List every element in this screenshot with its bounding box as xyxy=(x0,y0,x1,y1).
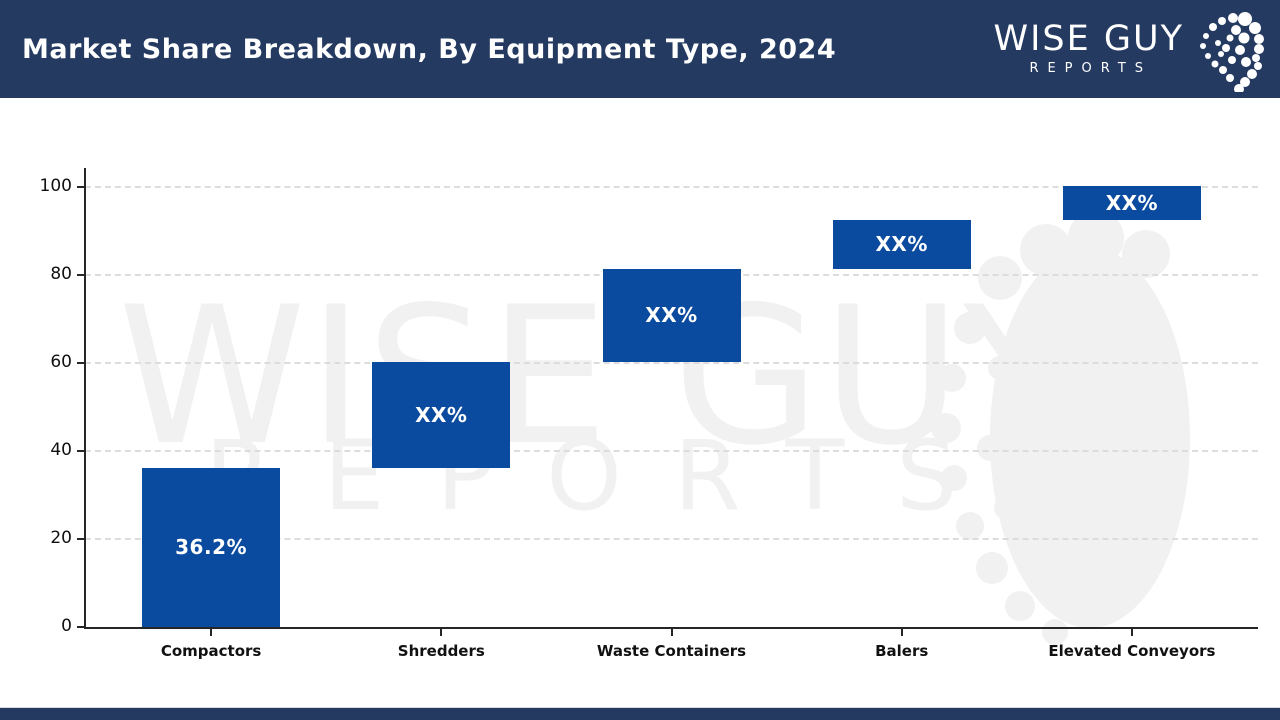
x-tick-0 xyxy=(210,629,213,636)
brand-name: WISE GUY xyxy=(993,19,1184,59)
footer-bar xyxy=(0,708,1280,720)
y-tick-label-20: 20 xyxy=(50,528,72,548)
x-axis xyxy=(85,627,1258,629)
y-tick-0 xyxy=(77,626,85,628)
x-category-label: Balers xyxy=(875,642,929,660)
brand-logo-text: WISE GUY REPORTS xyxy=(993,19,1184,77)
watermark-brand-subname: REPORTS xyxy=(205,420,1010,532)
y-tick-40 xyxy=(77,450,85,452)
gridline-y60 xyxy=(85,362,1258,364)
bar-compactors: 36.2% xyxy=(142,467,281,627)
dotted-head-icon xyxy=(1200,12,1264,92)
bar-value-label: XX% xyxy=(875,232,928,257)
x-category-label: Waste Containers xyxy=(596,642,747,660)
bar-value-label: XX% xyxy=(645,303,698,328)
brand-subname: REPORTS xyxy=(1029,61,1153,76)
page-title: Market Share Breakdown, By Equipment Typ… xyxy=(22,34,837,65)
bar-value-label: 36.2% xyxy=(175,535,248,560)
bar-shredders: XX% xyxy=(372,362,511,468)
y-tick-80 xyxy=(77,274,85,276)
x-tick-2 xyxy=(670,629,673,636)
x-tick-1 xyxy=(440,629,443,636)
y-tick-label-40: 40 xyxy=(50,440,72,460)
divider-line xyxy=(0,707,1280,708)
gridline-y40 xyxy=(85,450,1258,452)
y-tick-label-80: 80 xyxy=(50,264,72,284)
y-axis xyxy=(84,168,86,629)
x-tick-4 xyxy=(1130,629,1133,636)
gridline-y20 xyxy=(85,538,1258,540)
bar-value-label: XX% xyxy=(1105,190,1159,215)
y-tick-label-100: 100 xyxy=(39,176,72,196)
x-category-label: Elevated Conveyors xyxy=(1048,642,1216,660)
brand-logo: WISE GUY REPORTS xyxy=(993,10,1264,92)
header-bar: Market Share Breakdown, By Equipment Typ… xyxy=(0,0,1280,98)
x-category-label: Compactors xyxy=(160,642,262,660)
bar-elevated-conveyors: XX% xyxy=(1062,186,1201,220)
bar-value-label: XX% xyxy=(415,402,468,427)
bar-waste-containers: XX% xyxy=(602,268,741,363)
y-tick-label-60: 60 xyxy=(50,352,72,372)
x-tick-3 xyxy=(900,629,903,636)
chart-canvas: WISE GUY REPORTS 0 20 40 60 80 100 36.2% Compac… xyxy=(0,98,1280,707)
watermark-brand-name: WISE GUY xyxy=(118,266,1082,487)
y-tick-label-0: 0 xyxy=(61,616,72,636)
gridline-y100 xyxy=(85,186,1258,188)
y-tick-20 xyxy=(77,538,85,540)
y-tick-100 xyxy=(77,186,85,188)
y-tick-60 xyxy=(77,362,85,364)
x-category-label: Shredders xyxy=(397,642,485,660)
watermark-dotted-head-icon xyxy=(931,210,1190,645)
bar-balers: XX% xyxy=(832,219,971,269)
